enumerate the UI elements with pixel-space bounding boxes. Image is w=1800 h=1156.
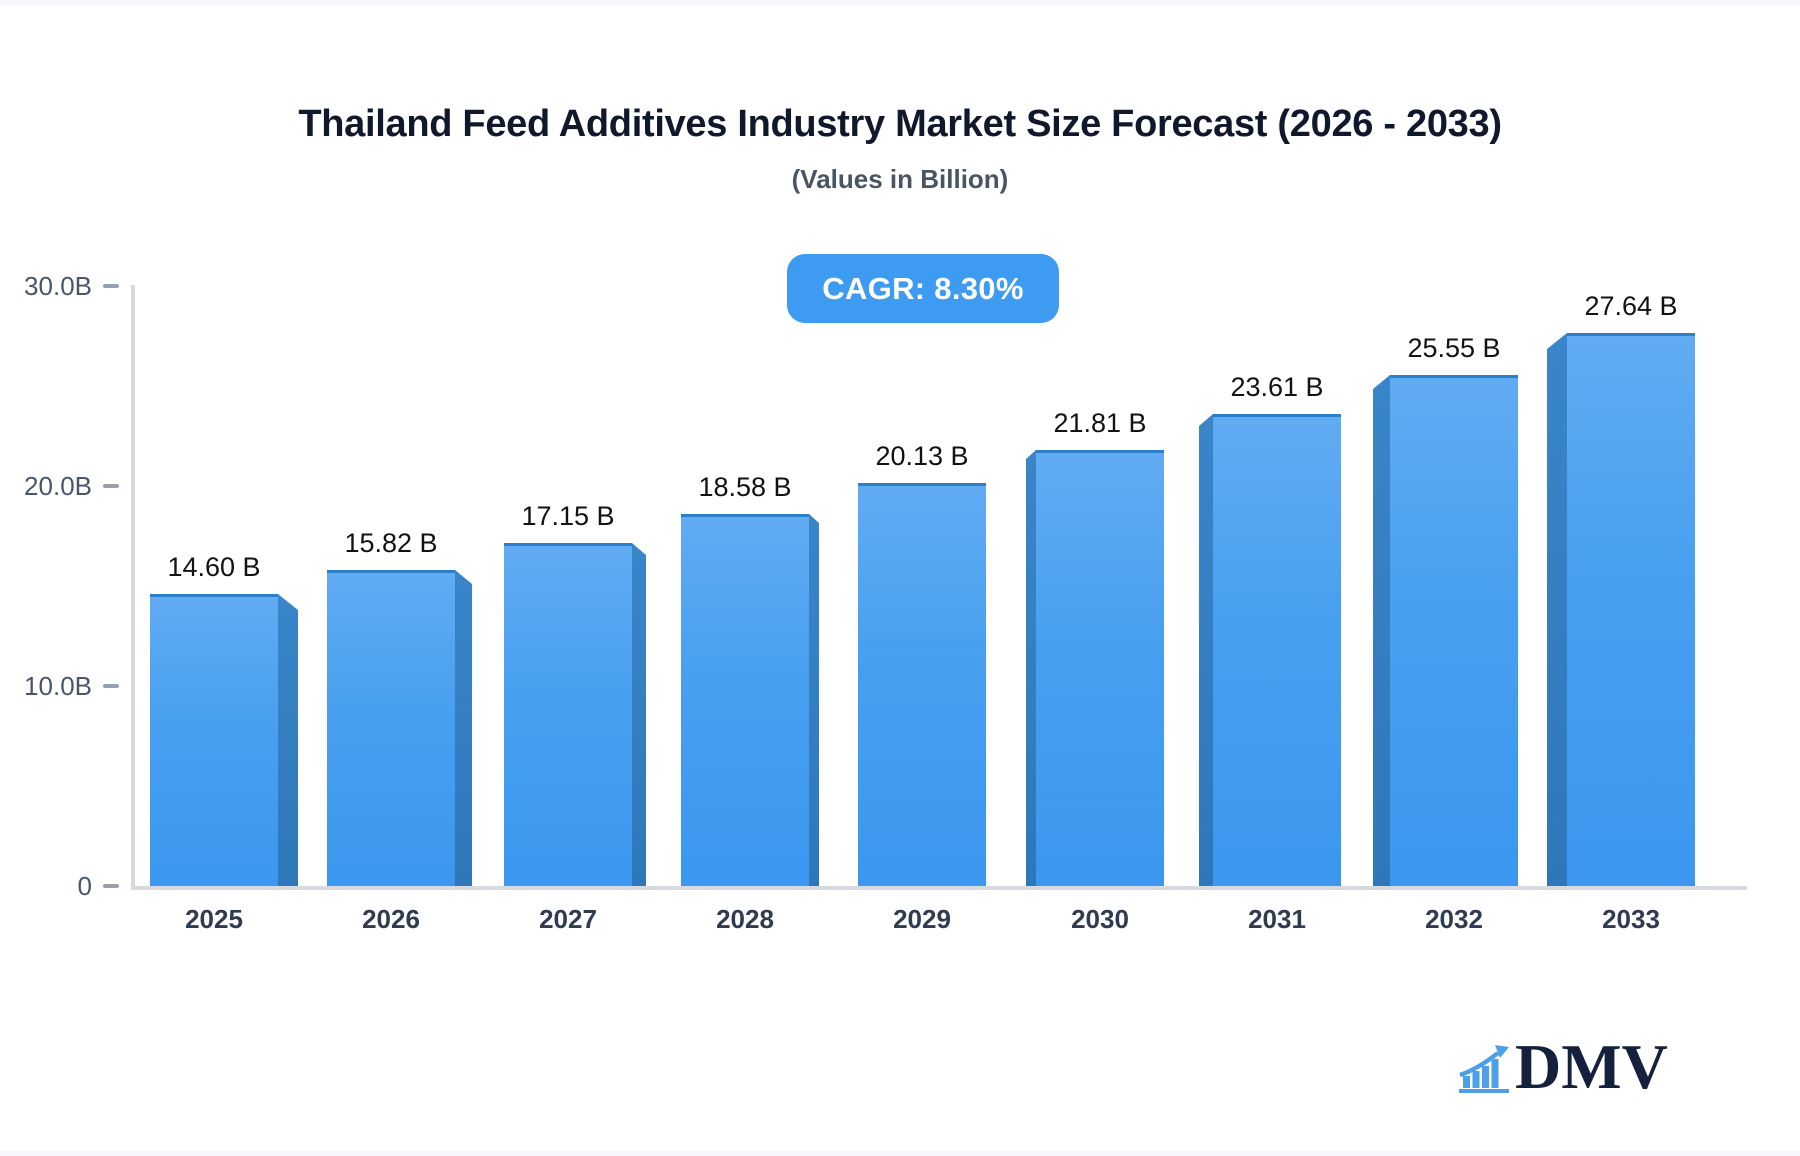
y-tick-dash-0: [103, 884, 119, 888]
y-tick-label-20.0B: 20.0B: [24, 471, 92, 501]
year-label-2029: 2029: [893, 904, 951, 934]
bar-side-2026: [455, 570, 472, 886]
bar-front-2031: [1213, 414, 1341, 886]
value-label-2033: 27.64 B: [1584, 291, 1678, 321]
bar-front-2030: [1036, 450, 1164, 886]
y-tick-label-30.0B: 30.0B: [24, 271, 92, 301]
bar-side-2027: [632, 543, 646, 886]
bar-front-2033: [1567, 333, 1695, 886]
year-label-2030: 2030: [1071, 904, 1129, 934]
bar-front-2032: [1390, 375, 1518, 886]
cagr-badge: CAGR: 8.30%: [787, 254, 1059, 323]
bar-2032: [1373, 375, 1518, 886]
bar-side-2033: [1547, 333, 1567, 886]
bar-side-2025: [278, 594, 298, 886]
year-label-2027: 2027: [539, 904, 597, 934]
value-label-2026: 15.82 B: [344, 528, 438, 558]
year-label-2026: 2026: [362, 904, 420, 934]
y-tick-dash-30.0B: [103, 284, 119, 288]
year-label-2032: 2032: [1425, 904, 1483, 934]
bar-2031: [1199, 414, 1341, 886]
y-axis-line: [131, 285, 135, 890]
card-bottom-edge: [0, 1151, 1800, 1156]
year-label-2031: 2031: [1248, 904, 1306, 934]
year-label-2025: 2025: [185, 904, 243, 934]
bar-2029: [858, 483, 986, 886]
y-tick-label-10.0B: 10.0B: [24, 671, 92, 701]
bar-2033: [1547, 333, 1695, 886]
bar-front-2027: [504, 543, 632, 886]
bar-side-2030: [1026, 450, 1036, 886]
bar-2027: [504, 543, 646, 886]
value-label-2027: 17.15 B: [521, 501, 615, 531]
bar-side-2031: [1199, 414, 1213, 886]
brand-logo-text: DMV: [1515, 1031, 1668, 1102]
value-label-2025: 14.60 B: [167, 552, 261, 582]
bar-2030: [1026, 450, 1164, 886]
chart-subtitle: (Values in Billion): [791, 164, 1009, 194]
value-label-2030: 21.81 B: [1053, 408, 1147, 438]
value-label-2031: 23.61 B: [1230, 372, 1324, 402]
value-label-2029: 20.13 B: [875, 441, 969, 471]
bar-side-2032: [1373, 375, 1390, 886]
y-tick-dash-20.0B: [103, 484, 119, 488]
bar-front-2029: [858, 483, 986, 886]
bar-chart-growth-icon: [1459, 1045, 1509, 1093]
y-tick-dash-10.0B: [103, 684, 119, 688]
bar-2028: [681, 514, 819, 886]
year-label-2028: 2028: [716, 904, 774, 934]
value-label-2028: 18.58 B: [698, 472, 792, 502]
brand-logo: DMV: [1458, 1031, 1668, 1102]
bar-2025: [150, 594, 298, 886]
bar-2026: [327, 570, 472, 886]
bar-side-2028: [809, 514, 819, 886]
y-tick-label-0: 0: [77, 871, 92, 901]
card-top-edge: [0, 0, 1800, 5]
bar-front-2025: [150, 594, 278, 886]
bar-front-2026: [327, 570, 455, 886]
x-axis-line: [131, 886, 1747, 890]
bar-front-2028: [681, 514, 809, 886]
year-label-2033: 2033: [1602, 904, 1660, 934]
value-label-2032: 25.55 B: [1407, 333, 1501, 363]
chart-title: Thailand Feed Additives Industry Market …: [298, 103, 1502, 145]
